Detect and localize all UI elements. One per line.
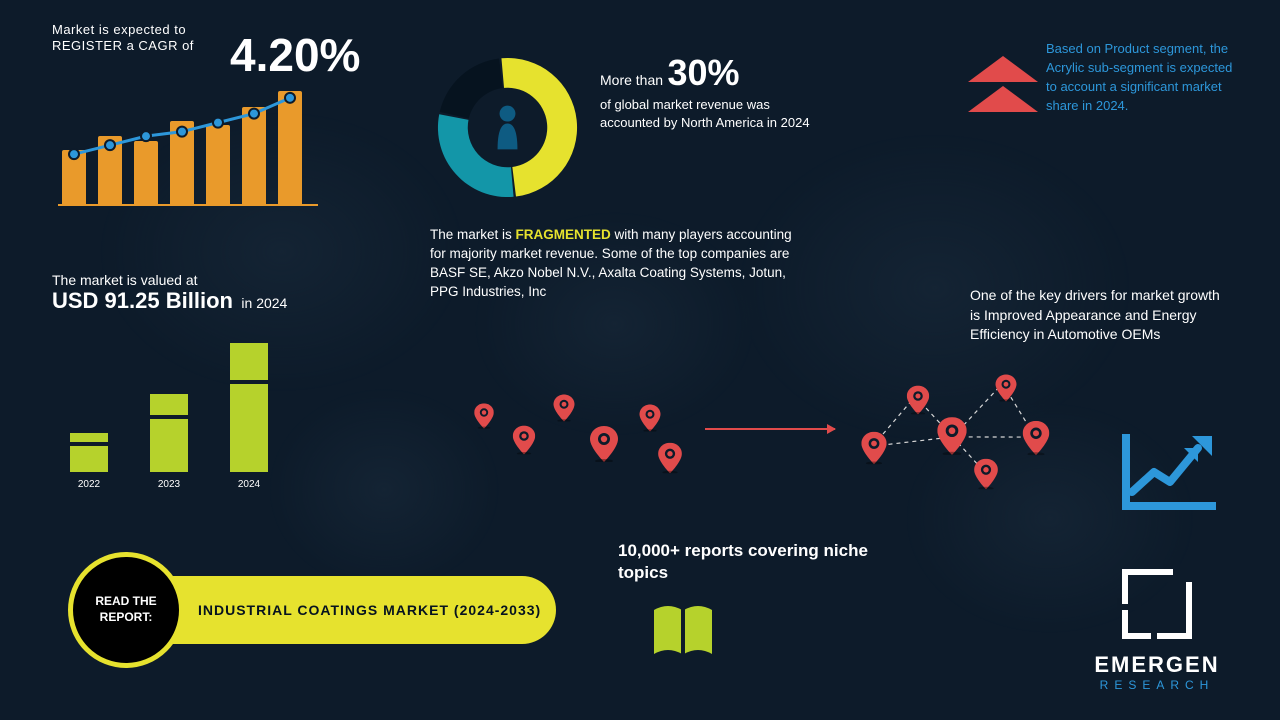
map-pin-icon <box>474 403 494 428</box>
value-bar-year: 2024 <box>224 479 274 490</box>
report-pill[interactable]: INDUSTRIAL COATINGS MARKET (2024-2033) <box>126 576 556 644</box>
marker-cluster-scattered <box>440 370 700 500</box>
driver-text: One of the key drivers for market growth… <box>970 286 1220 345</box>
logo-name: EMERGEN <box>1072 652 1242 678</box>
market-value-block: The market is valued at USD 91.25 Billio… <box>52 272 332 314</box>
barline-line-layer <box>58 76 318 206</box>
donut-segment <box>440 58 503 118</box>
map-pin-icon <box>554 395 575 422</box>
map-pin-icon <box>1023 421 1050 455</box>
emergen-logo: EMERGEN RESEARCH <box>1072 564 1242 692</box>
map-pin-icon <box>513 426 535 455</box>
map-pin-icon <box>861 432 886 464</box>
marker-cluster-network <box>842 360 1092 510</box>
cagr-block: Market is expected to REGISTER a CAGR of… <box>52 22 372 55</box>
donut-prefix: More than <box>600 72 663 88</box>
map-pin-icon <box>590 426 618 462</box>
market-value-amount: USD 91.25 Billion <box>52 288 233 313</box>
fragmented-text: The market is FRAGMENTED with many playe… <box>430 226 800 302</box>
cagr-value: 4.20% <box>230 28 360 82</box>
value-bar-chart: 2022 2023 2024 <box>60 330 290 490</box>
value-bar-year: 2022 <box>64 479 114 490</box>
frag-pre: The market is <box>430 227 516 242</box>
map-pin-icon <box>907 386 929 415</box>
cagr-line2: REGISTER a CAGR of <box>52 38 194 53</box>
value-bar-year: 2023 <box>144 479 194 490</box>
map-pin-icon <box>974 459 998 490</box>
market-value-lead: The market is valued at <box>52 272 332 288</box>
map-pin-icon <box>658 443 682 474</box>
market-value-suffix: in 2024 <box>241 295 287 311</box>
barline-chart <box>58 76 318 206</box>
value-bar <box>70 433 108 472</box>
donut-svg <box>430 50 585 205</box>
acrylic-paragraph: Based on Product segment, the Acrylic su… <box>1046 40 1246 115</box>
growth-arrow-icon <box>1120 428 1216 512</box>
book-icon <box>650 600 716 660</box>
cagr-line1: Market is expected to <box>52 22 186 37</box>
frag-highlight: FRAGMENTED <box>516 227 611 242</box>
donut-rest: of global market revenue was accounted b… <box>600 96 810 131</box>
reports-count-text: 10,000+ reports covering niche topics <box>618 540 918 584</box>
person-icon <box>498 106 518 150</box>
logo-sub: RESEARCH <box>1072 678 1242 692</box>
donut-text-block: More than 30% of global market revenue w… <box>600 52 810 131</box>
acrylic-paragraph-text: Based on Product segment, the Acrylic su… <box>1046 41 1232 113</box>
arrow-right-icon <box>705 428 835 430</box>
report-circle[interactable]: READ THE REPORT: <box>68 552 184 668</box>
report-circle-label: READ THE REPORT: <box>73 594 179 625</box>
report-title: INDUSTRIAL COATINGS MARKET (2024-2033) <box>198 602 541 618</box>
map-pin-icon <box>937 417 966 455</box>
logo-mark-icon <box>1117 564 1197 644</box>
map-pin-icon <box>996 375 1017 402</box>
value-bar <box>230 343 268 472</box>
value-bar <box>150 394 188 472</box>
donut-chart <box>430 50 585 205</box>
map-pin-icon <box>640 405 661 432</box>
donut-big: 30% <box>668 52 740 93</box>
